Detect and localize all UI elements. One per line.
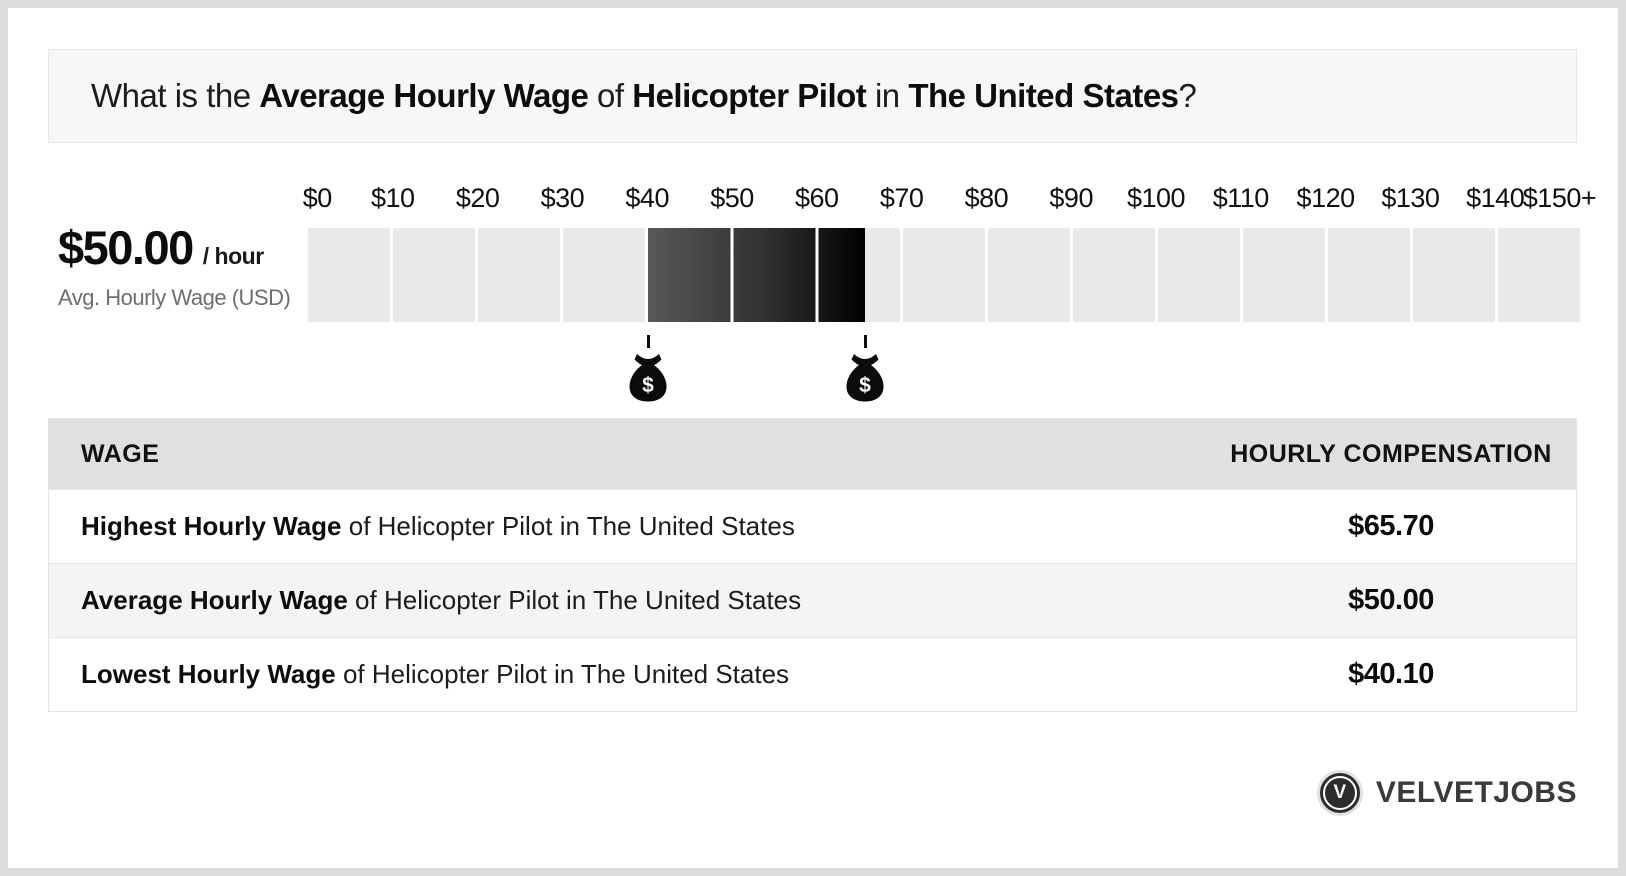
velvetjobs-logo-icon[interactable]: V [1316, 770, 1363, 816]
title-text: ? [1178, 77, 1197, 114]
wage-marker: $ [843, 335, 887, 403]
scale-cell [903, 228, 985, 322]
table-body: Highest Hourly Wage of Helicopter Pilot … [49, 489, 1576, 711]
axis-tick-label: $60 [795, 183, 839, 213]
money-bag-icon: $ [629, 354, 667, 402]
scale-cell [1073, 228, 1155, 322]
wage-scale: $0 $10 $20 $30 $40 $50 $60 $70 $80 $90 $100 $110 $12… [303, 183, 1597, 413]
axis-tick-label: $80 [964, 183, 1009, 213]
scale-track [308, 228, 1580, 322]
axis-tick-label: $40 [625, 183, 669, 213]
wage-row-label: Highest Hourly Wage of Helicopter Pilot … [81, 511, 795, 541]
column-header-wage: WAGE [81, 439, 160, 468]
scale-cell [308, 228, 390, 322]
cell-divider [730, 228, 734, 322]
wage-row-label: Average Hourly Wage of Helicopter Pilot … [81, 585, 802, 615]
brand-name: VELVETJOBS [1375, 776, 1577, 809]
question-banner: What is the Average Hourly Wage of Helic… [48, 49, 1577, 143]
svg-text:$: $ [642, 374, 654, 397]
axis-tick-label: $130 [1381, 183, 1440, 213]
column-header-hourly-compensation: HOURLY COMPENSATION [1230, 439, 1552, 468]
wage-range-highlight [648, 228, 866, 322]
scale-cell [1243, 228, 1325, 322]
axis-tick-label: $90 [1049, 183, 1093, 213]
marker-tick [863, 335, 867, 348]
average-wage-caption: Avg. Hourly Wage (USD) [58, 285, 291, 310]
axis-tick-label: $140 [1466, 183, 1525, 213]
title-text: What is the [91, 77, 260, 114]
logo-letter: V [1322, 776, 1357, 810]
scale-cell [393, 228, 475, 322]
title-emphasis: Average Hourly Wage [259, 77, 589, 114]
wage-table: WAGE HOURLY COMPENSATION Highest Hourly … [48, 418, 1577, 712]
axis-tick-label: $20 [455, 183, 500, 213]
title-text: in [866, 77, 909, 114]
average-wage-unit: / hour [202, 243, 264, 269]
wage-row-value: $65.70 [1348, 510, 1434, 542]
scale-cell [1498, 228, 1580, 322]
axis-tick-label: $50 [710, 183, 754, 213]
scale-cell [988, 228, 1070, 322]
title-text: of [588, 77, 633, 114]
axis-tick-label: $0 [302, 183, 333, 213]
axis-tick-label: $120 [1296, 183, 1356, 213]
axis-tick-label: $110 [1212, 183, 1270, 213]
axis-tick-label: $10 [371, 183, 415, 213]
marker-tick [646, 335, 650, 348]
axis-tick-label: $150+ [1522, 183, 1597, 213]
cell-divider [815, 228, 819, 322]
scale-cell [1328, 228, 1410, 322]
svg-text:$: $ [859, 374, 871, 397]
title-emphasis: The United States [908, 77, 1179, 114]
table-row: Highest Hourly Wage of Helicopter Pilot … [49, 489, 1576, 563]
axis-tick-label: $100 [1126, 183, 1186, 213]
page-title: What is the Average Hourly Wage of Helic… [91, 77, 1197, 115]
axis-tick-label: $30 [540, 183, 585, 213]
scale-cell [478, 228, 560, 322]
title-emphasis: Helicopter Pilot [632, 77, 867, 114]
table-row: Average Hourly Wage of Helicopter Pilot … [49, 563, 1576, 637]
table-header-row: WAGE HOURLY COMPENSATION [49, 419, 1576, 489]
wage-marker: $ [626, 335, 670, 403]
scale-cell [563, 228, 645, 322]
scale-cell [1158, 228, 1240, 322]
table-row: Lowest Hourly Wage of Helicopter Pilot i… [49, 637, 1576, 711]
wage-row-value: $50.00 [1348, 584, 1434, 616]
axis-tick-label: $70 [879, 183, 924, 213]
scale-cell [1413, 228, 1495, 322]
average-wage-amount: $50.00 [58, 221, 194, 274]
wage-row-value: $40.10 [1348, 658, 1434, 690]
money-bag-icon: $ [846, 354, 884, 402]
wage-row-label: Lowest Hourly Wage of Helicopter Pilot i… [81, 659, 790, 689]
scale-ticks: $0 $10 $20 $30 $40 $50 $60 $70 $80 $90 $100 $110 $12… [303, 183, 1597, 215]
average-wage-summary: $50.00 / hour Avg. Hourly Wage (USD) [58, 220, 298, 311]
brand-footer[interactable]: V VELVETJOBS [1316, 770, 1577, 816]
